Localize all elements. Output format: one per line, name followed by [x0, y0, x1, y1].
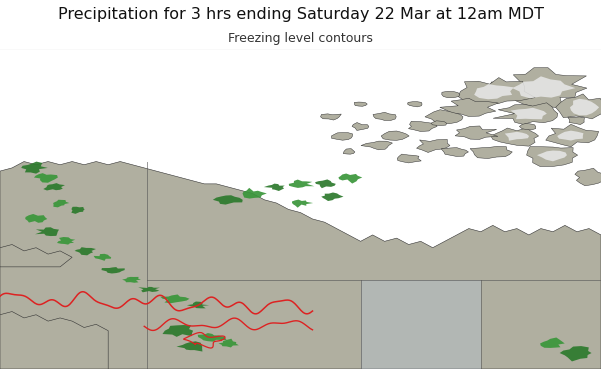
Polygon shape: [102, 267, 125, 273]
Polygon shape: [187, 301, 209, 308]
Polygon shape: [373, 112, 396, 120]
Polygon shape: [138, 287, 160, 292]
Polygon shape: [540, 338, 565, 348]
Polygon shape: [34, 173, 58, 183]
Polygon shape: [570, 99, 599, 115]
Polygon shape: [198, 333, 227, 342]
Polygon shape: [519, 123, 535, 130]
Polygon shape: [470, 146, 512, 159]
Polygon shape: [458, 77, 535, 104]
Polygon shape: [25, 214, 47, 223]
Polygon shape: [315, 179, 336, 188]
Polygon shape: [343, 149, 355, 154]
Polygon shape: [361, 141, 392, 150]
Polygon shape: [510, 108, 547, 119]
Polygon shape: [0, 162, 601, 369]
Polygon shape: [355, 102, 367, 106]
Polygon shape: [72, 207, 85, 214]
Polygon shape: [537, 151, 567, 161]
Polygon shape: [409, 121, 437, 131]
Polygon shape: [474, 84, 514, 99]
Polygon shape: [35, 227, 59, 236]
Polygon shape: [94, 254, 111, 261]
Polygon shape: [425, 110, 463, 124]
Polygon shape: [526, 146, 578, 166]
Polygon shape: [57, 237, 75, 245]
Polygon shape: [381, 131, 409, 140]
Polygon shape: [352, 123, 369, 130]
Polygon shape: [177, 341, 203, 352]
Polygon shape: [493, 103, 558, 124]
Polygon shape: [243, 188, 267, 199]
Polygon shape: [560, 346, 591, 361]
Polygon shape: [440, 98, 498, 117]
Polygon shape: [43, 183, 65, 190]
Polygon shape: [397, 154, 421, 163]
Polygon shape: [441, 148, 468, 156]
Polygon shape: [557, 131, 584, 141]
Polygon shape: [264, 184, 285, 191]
Text: Precipitation for 3 hrs ending Saturday 22 Mar at 12am MDT: Precipitation for 3 hrs ending Saturday …: [58, 7, 543, 23]
Polygon shape: [53, 200, 69, 207]
Polygon shape: [512, 76, 575, 98]
Polygon shape: [455, 126, 498, 139]
Polygon shape: [0, 311, 108, 369]
Polygon shape: [331, 132, 353, 140]
Polygon shape: [416, 139, 450, 152]
Polygon shape: [407, 101, 422, 107]
Polygon shape: [292, 200, 313, 208]
Polygon shape: [213, 195, 243, 204]
Polygon shape: [575, 168, 601, 186]
Polygon shape: [338, 173, 362, 183]
Polygon shape: [322, 193, 344, 201]
Polygon shape: [21, 162, 47, 174]
Polygon shape: [442, 92, 460, 98]
Polygon shape: [160, 294, 189, 303]
Polygon shape: [491, 128, 538, 146]
Text: Freezing level contours: Freezing level contours: [228, 32, 373, 45]
Polygon shape: [431, 121, 447, 125]
Polygon shape: [556, 94, 601, 119]
Polygon shape: [162, 325, 193, 337]
Polygon shape: [289, 180, 314, 188]
Polygon shape: [218, 339, 239, 348]
Polygon shape: [505, 132, 529, 141]
Polygon shape: [122, 277, 141, 283]
Polygon shape: [361, 280, 481, 369]
Polygon shape: [320, 114, 341, 120]
Polygon shape: [0, 245, 72, 267]
Polygon shape: [75, 247, 96, 255]
Polygon shape: [490, 68, 587, 108]
Polygon shape: [546, 124, 599, 147]
Polygon shape: [568, 117, 585, 125]
